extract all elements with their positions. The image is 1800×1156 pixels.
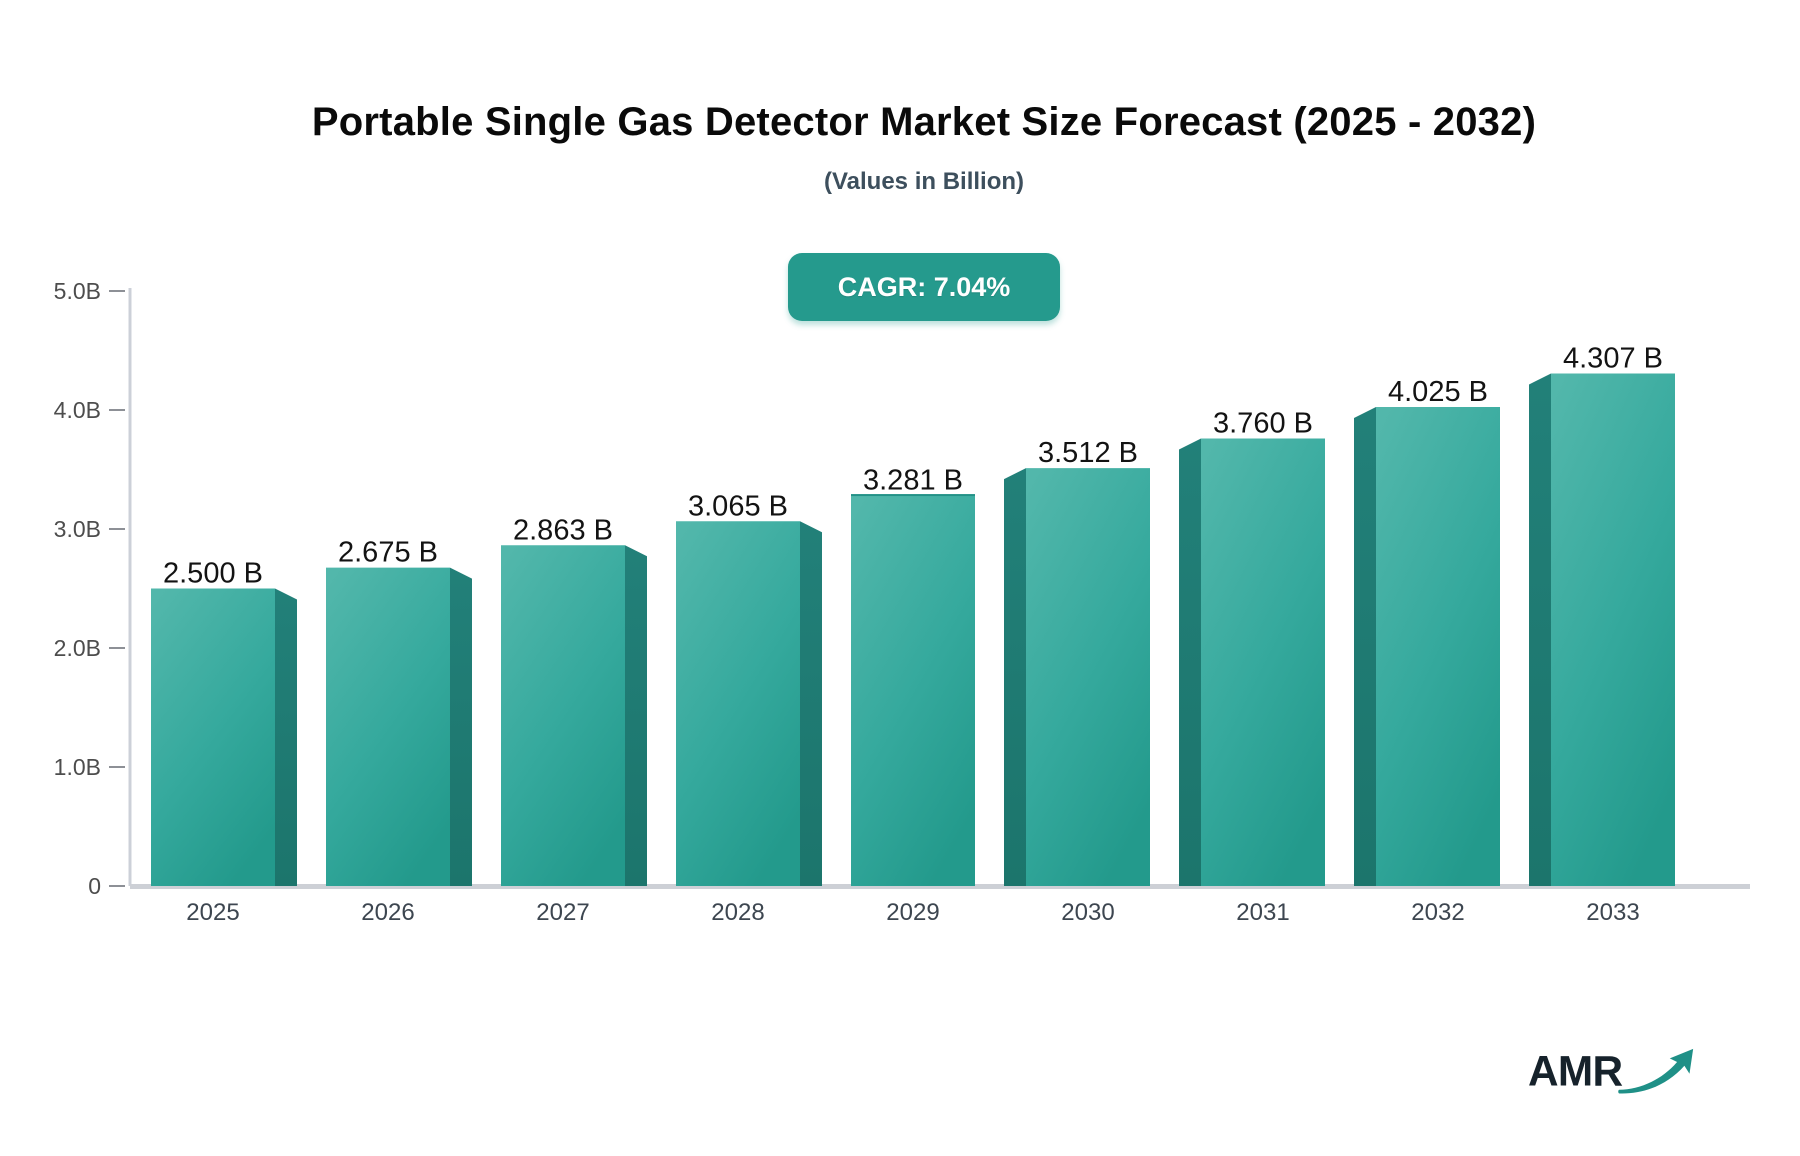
svg-text:2.863 B: 2.863 B <box>513 514 613 546</box>
svg-text:3.281 B: 3.281 B <box>863 465 963 497</box>
svg-text:2.500 B: 2.500 B <box>163 558 263 590</box>
svg-text:4.307 B: 4.307 B <box>1563 342 1663 374</box>
svg-text:2027: 2027 <box>536 899 589 926</box>
svg-text:1.0B: 1.0B <box>54 754 101 780</box>
svg-text:3.512 B: 3.512 B <box>1038 437 1138 469</box>
svg-text:3.0B: 3.0B <box>54 516 101 542</box>
svg-text:4.025 B: 4.025 B <box>1388 376 1488 408</box>
svg-text:2026: 2026 <box>361 899 414 926</box>
svg-text:3.065 B: 3.065 B <box>688 490 788 522</box>
svg-text:2025: 2025 <box>186 899 239 926</box>
svg-text:2.675 B: 2.675 B <box>338 537 438 569</box>
svg-text:0: 0 <box>88 873 101 899</box>
svg-text:AMR: AMR <box>1528 1047 1622 1094</box>
svg-text:2031: 2031 <box>1236 899 1289 926</box>
svg-text:2033: 2033 <box>1586 899 1639 926</box>
svg-text:2.0B: 2.0B <box>54 635 101 661</box>
svg-text:2029: 2029 <box>886 899 939 926</box>
svg-text:2028: 2028 <box>711 899 764 926</box>
svg-text:4.0B: 4.0B <box>54 397 101 423</box>
svg-text:3.760 B: 3.760 B <box>1213 408 1313 440</box>
svg-text:2030: 2030 <box>1061 899 1114 926</box>
svg-text:2032: 2032 <box>1411 899 1464 926</box>
svg-text:5.0B: 5.0B <box>54 278 101 304</box>
